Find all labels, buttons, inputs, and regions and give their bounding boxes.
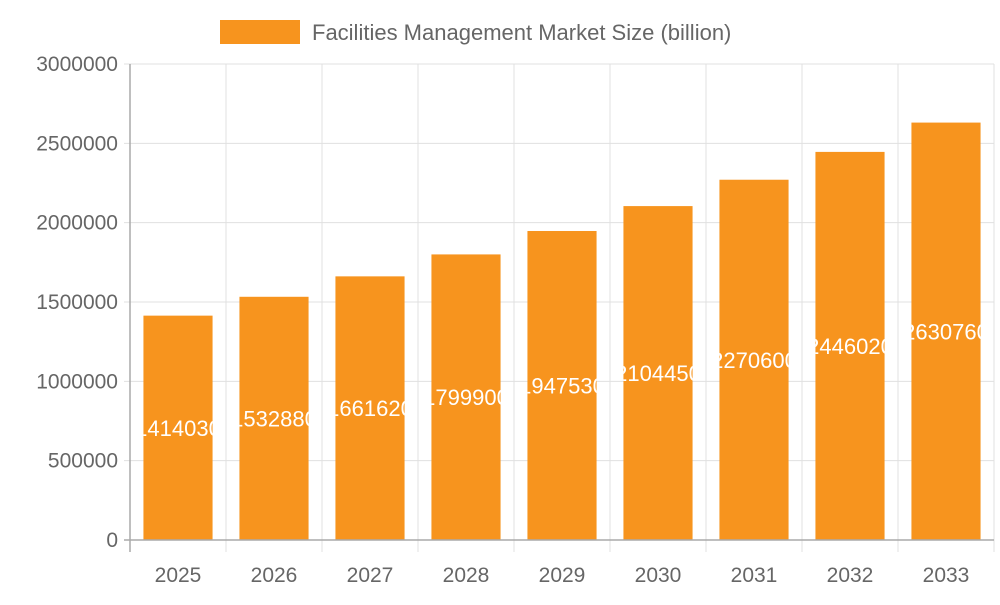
- x-tick-label: 2030: [635, 564, 682, 587]
- y-tick-label: 3000000: [36, 53, 118, 76]
- x-tick-label: 2029: [539, 564, 586, 587]
- legend[interactable]: Facilities Management Market Size (billi…: [220, 20, 731, 45]
- x-tick-label: 2032: [827, 564, 874, 587]
- x-tick-label: 2026: [251, 564, 298, 587]
- y-tick-label: 500000: [48, 450, 118, 473]
- y-tick-label: 0: [106, 529, 118, 552]
- x-tick-label: 2025: [155, 564, 202, 587]
- x-tick-label: 2033: [923, 564, 970, 587]
- y-tick-label: 2000000: [36, 212, 118, 235]
- bar: [623, 206, 693, 540]
- legend-swatch: [220, 20, 300, 44]
- bar: [719, 179, 789, 541]
- data-label: 1799900: [423, 385, 509, 410]
- data-label: 1414030: [135, 416, 221, 441]
- x-tick-label: 2031: [731, 564, 778, 587]
- data-label: 2446020: [807, 334, 893, 359]
- bar: [335, 276, 405, 540]
- data-label: 2270600: [711, 348, 797, 373]
- y-tick-label: 1000000: [36, 370, 118, 393]
- y-tick-label: 2500000: [36, 132, 118, 155]
- data-label: 1532880: [231, 406, 317, 431]
- bar: [527, 230, 597, 540]
- data-label: 1661620: [327, 396, 413, 421]
- x-tick-label: 2027: [347, 564, 394, 587]
- bar: [815, 151, 885, 540]
- bar: [143, 315, 213, 540]
- legend-label: Facilities Management Market Size (billi…: [312, 20, 731, 45]
- data-label: 2104450: [615, 361, 701, 386]
- bar: [431, 254, 501, 540]
- y-tick-label: 1500000: [36, 291, 118, 314]
- x-tick-label: 2028: [443, 564, 490, 587]
- data-label: 1947530: [519, 373, 605, 398]
- bar: [911, 122, 981, 540]
- bar: [239, 296, 309, 540]
- data-label: 2630760: [903, 319, 989, 344]
